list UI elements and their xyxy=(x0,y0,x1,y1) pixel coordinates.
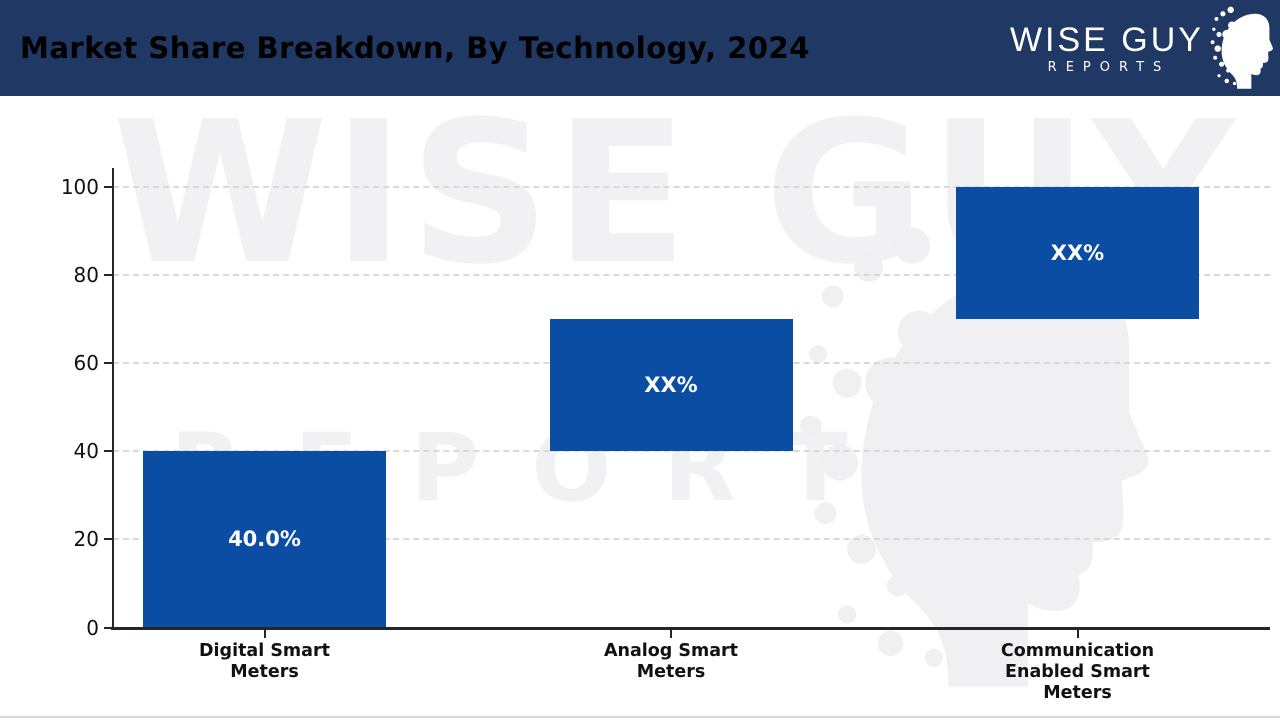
watermark-face-icon xyxy=(800,227,1149,687)
bar-1: 40.0% xyxy=(143,451,386,628)
brand-logo-text: WISE GUY REPORTS xyxy=(1010,22,1204,75)
y-tick-label-0: 0 xyxy=(86,615,99,640)
x-tick-3 xyxy=(1076,629,1079,638)
x-axis xyxy=(111,626,1270,630)
brand-name: WISE GUY xyxy=(1009,20,1204,59)
x-tick-1 xyxy=(263,629,266,638)
page-title: Market Share Breakdown, By Technology, 2… xyxy=(20,31,810,65)
brand-face-icon xyxy=(1210,6,1273,89)
brand-subname: REPORTS xyxy=(1047,59,1171,75)
bar-value-label-3: XX% xyxy=(1050,241,1105,266)
y-tick-100 xyxy=(104,186,112,188)
x-tick-label-3: Communication Enabled Smart Meters xyxy=(1000,640,1155,703)
bottom-border xyxy=(0,716,1280,718)
y-tick-0 xyxy=(104,626,112,629)
y-tick-label-100: 100 xyxy=(60,175,99,199)
bar-value-label-2: XX% xyxy=(644,373,698,398)
y-tick-label-80: 80 xyxy=(73,263,99,288)
gridline-100 xyxy=(113,186,1270,188)
y-tick-40 xyxy=(104,450,112,453)
brand-logo: WISE GUY REPORTS xyxy=(1010,0,1274,96)
gridline-20 xyxy=(113,538,1270,541)
y-axis xyxy=(112,168,114,630)
x-tick-2 xyxy=(670,629,672,638)
y-tick-60 xyxy=(104,362,112,365)
y-tick-label-40: 40 xyxy=(73,439,99,464)
y-tick-label-60: 60 xyxy=(73,351,99,376)
x-tick-label-1: Digital Smart Meters xyxy=(199,640,330,682)
y-tick-label-20: 20 xyxy=(73,527,99,552)
bar-3: XX% xyxy=(956,187,1199,320)
x-tick-label-2: Analog Smart Meters xyxy=(603,640,739,682)
y-tick-80 xyxy=(104,274,112,277)
gridline-80 xyxy=(113,274,1270,277)
header-bar: Market Share Breakdown, By Technology, 2… xyxy=(0,0,1280,96)
gridline-40 xyxy=(113,450,1270,453)
y-tick-20 xyxy=(104,538,112,541)
bar-2: XX% xyxy=(549,319,793,452)
bar-value-label-1: 40.0% xyxy=(228,527,301,552)
